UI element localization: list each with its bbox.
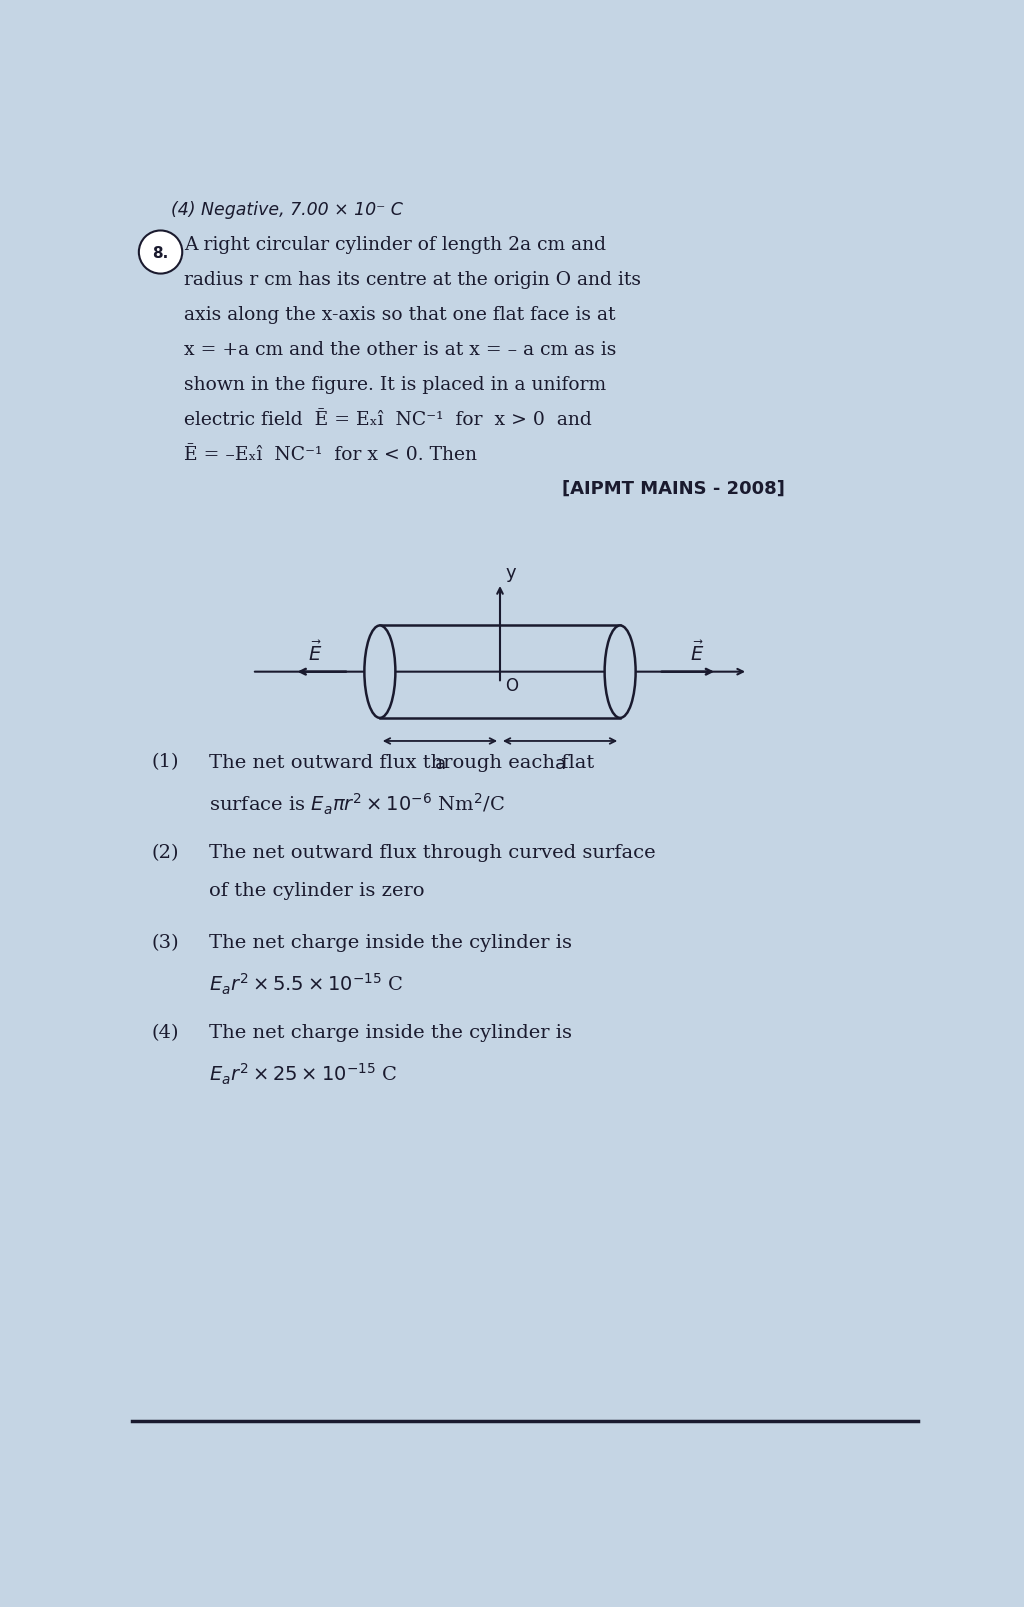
Text: y: y — [506, 564, 516, 582]
Text: a: a — [434, 755, 445, 773]
Text: (4) Negative, 7.00 × 10⁻ C: (4) Negative, 7.00 × 10⁻ C — [171, 201, 402, 219]
Text: of the cylinder is zero: of the cylinder is zero — [209, 882, 425, 900]
Text: $\vec{E}$: $\vec{E}$ — [308, 640, 323, 665]
Text: [AIPMT MAINS - 2008]: [AIPMT MAINS - 2008] — [562, 480, 784, 498]
Text: axis along the x-axis so that one flat face is at: axis along the x-axis so that one flat f… — [183, 305, 615, 325]
Text: a: a — [555, 755, 565, 773]
Text: (2): (2) — [152, 844, 179, 861]
Circle shape — [139, 231, 182, 275]
Text: The net charge inside the cylinder is: The net charge inside the cylinder is — [209, 934, 572, 951]
Text: (4): (4) — [152, 1024, 179, 1041]
Text: The net outward flux through curved surface: The net outward flux through curved surf… — [209, 844, 656, 861]
Polygon shape — [380, 627, 621, 718]
Text: $E_a r^2 \times 25 \times 10^{-15}$ C: $E_a r^2 \times 25 \times 10^{-15}$ C — [209, 1062, 397, 1086]
Ellipse shape — [604, 627, 636, 718]
Text: 8.: 8. — [153, 246, 169, 260]
Text: O: O — [506, 677, 518, 694]
Text: (3): (3) — [152, 934, 179, 951]
Text: electric field  Ē = Eₓî  NC⁻¹  for  x > 0  and: electric field Ē = Eₓî NC⁻¹ for x > 0 an… — [183, 411, 592, 429]
Text: A right circular cylinder of length 2a cm and: A right circular cylinder of length 2a c… — [183, 236, 606, 254]
Text: $\vec{E}$: $\vec{E}$ — [690, 640, 705, 665]
Text: The net charge inside the cylinder is: The net charge inside the cylinder is — [209, 1024, 572, 1041]
Text: Ē = –Eₓî  NC⁻¹  for x < 0. Then: Ē = –Eₓî NC⁻¹ for x < 0. Then — [183, 447, 477, 464]
Ellipse shape — [365, 627, 395, 718]
Text: surface is $E_a\pi r^2 \times 10^{-6}$ Nm$^2$/C: surface is $E_a\pi r^2 \times 10^{-6}$ N… — [209, 792, 506, 816]
Text: (1): (1) — [152, 754, 179, 771]
Text: shown in the figure. It is placed in a uniform: shown in the figure. It is placed in a u… — [183, 376, 606, 394]
Text: x = +a cm and the other is at x = – a cm as is: x = +a cm and the other is at x = – a cm… — [183, 341, 616, 358]
Text: $E_a r^2 \times 5.5 \times 10^{-15}$ C: $E_a r^2 \times 5.5 \times 10^{-15}$ C — [209, 972, 404, 996]
Text: The net outward flux through each flat: The net outward flux through each flat — [209, 754, 595, 771]
Text: radius r cm has its centre at the origin O and its: radius r cm has its centre at the origin… — [183, 272, 641, 289]
